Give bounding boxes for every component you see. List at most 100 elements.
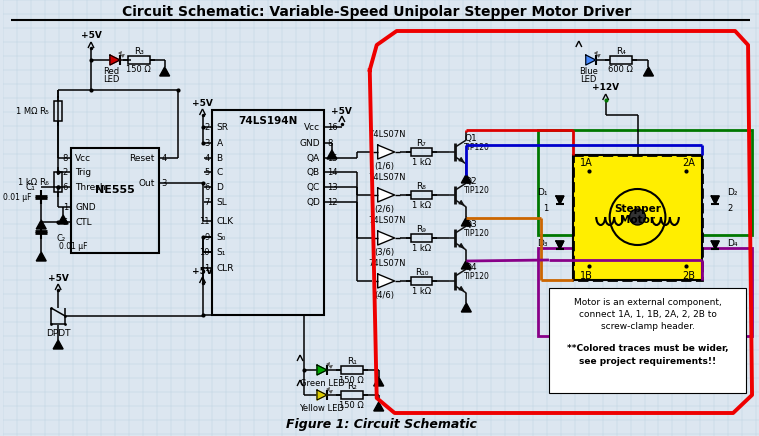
Polygon shape	[711, 196, 720, 204]
Polygon shape	[373, 402, 384, 411]
Text: (4/6): (4/6)	[375, 290, 395, 300]
Text: Out: Out	[138, 178, 155, 187]
Bar	[71, 148, 159, 253]
Bar	[411, 191, 433, 199]
Text: D₃: D₃	[537, 238, 548, 248]
Text: R₇: R₇	[417, 139, 427, 147]
Text: 1 kΩ: 1 kΩ	[412, 243, 431, 252]
Text: 5: 5	[204, 167, 209, 177]
Text: R₄: R₄	[616, 47, 625, 55]
Text: Trig: Trig	[75, 167, 91, 177]
Polygon shape	[461, 217, 471, 226]
Polygon shape	[373, 377, 384, 386]
Polygon shape	[586, 55, 596, 65]
Text: R₅: R₅	[39, 106, 49, 116]
Text: Green LED: Green LED	[300, 378, 345, 388]
Text: +5V: +5V	[192, 99, 213, 108]
Text: 6: 6	[204, 183, 209, 191]
Text: (2/6): (2/6)	[375, 204, 395, 214]
Text: +5V: +5V	[48, 273, 68, 283]
Text: 10: 10	[199, 248, 209, 256]
Polygon shape	[378, 188, 395, 202]
Bar	[609, 56, 631, 64]
Text: screw-clamp header.: screw-clamp header.	[600, 321, 694, 330]
Text: 150 Ω: 150 Ω	[339, 401, 364, 409]
Polygon shape	[461, 260, 471, 269]
Text: S₀: S₀	[216, 232, 226, 242]
Text: R₆: R₆	[39, 177, 49, 187]
Text: Blue: Blue	[579, 68, 598, 76]
Text: Motor: Motor	[620, 215, 655, 225]
Text: 1: 1	[63, 202, 68, 211]
Text: Q2: Q2	[465, 177, 477, 185]
Text: (1/6): (1/6)	[375, 161, 395, 170]
Text: CTL: CTL	[75, 218, 92, 226]
Bar	[213, 110, 324, 315]
Text: 2B: 2B	[682, 271, 695, 281]
Text: D: D	[216, 183, 223, 191]
Text: 0.01 μF: 0.01 μF	[59, 242, 87, 251]
Text: R₂: R₂	[347, 382, 357, 391]
Bar	[341, 366, 363, 374]
Text: 1: 1	[204, 263, 209, 272]
Text: TIP120: TIP120	[465, 228, 490, 238]
Text: 4: 4	[204, 153, 209, 163]
Polygon shape	[556, 241, 564, 249]
Text: R₉: R₉	[417, 225, 427, 234]
Text: Q3: Q3	[465, 219, 477, 228]
Text: D₁: D₁	[537, 187, 548, 197]
Text: 74LS07N: 74LS07N	[368, 129, 405, 139]
Text: (3/6): (3/6)	[375, 248, 395, 256]
Text: CLK: CLK	[216, 217, 234, 225]
Text: 600 Ω: 600 Ω	[608, 65, 633, 75]
Bar	[54, 101, 62, 121]
Text: B: B	[216, 153, 222, 163]
Text: 5: 5	[63, 218, 68, 226]
Text: 13: 13	[327, 183, 338, 191]
Bar	[411, 234, 433, 242]
Text: LED: LED	[102, 75, 119, 85]
Circle shape	[609, 189, 666, 245]
Text: NE555: NE555	[95, 185, 135, 195]
Text: 16: 16	[327, 123, 338, 132]
Text: 1 kΩ: 1 kΩ	[18, 177, 37, 187]
Text: QA: QA	[307, 153, 320, 163]
Text: 1 kΩ: 1 kΩ	[412, 157, 431, 167]
Text: 2: 2	[727, 204, 732, 212]
Text: Motor is an external component,: Motor is an external component,	[574, 297, 721, 307]
Bar	[538, 130, 752, 235]
Polygon shape	[378, 145, 395, 159]
Text: R₃: R₃	[134, 47, 143, 55]
Text: 1: 1	[543, 204, 548, 212]
Text: 74LS07N: 74LS07N	[368, 259, 405, 268]
Text: Q4: Q4	[465, 262, 477, 272]
Text: D₄: D₄	[727, 238, 738, 248]
Polygon shape	[317, 365, 327, 375]
Text: SR: SR	[216, 123, 228, 132]
Text: 9: 9	[204, 232, 209, 242]
Text: 6: 6	[63, 183, 68, 191]
Text: 1 MΩ: 1 MΩ	[16, 106, 37, 116]
Text: 150 Ω: 150 Ω	[127, 65, 151, 75]
Text: R₈: R₈	[417, 181, 427, 191]
Text: 74LS07N: 74LS07N	[368, 173, 405, 181]
Text: TIP120: TIP120	[465, 185, 490, 194]
Bar	[573, 155, 702, 280]
Text: R₁₀: R₁₀	[414, 268, 428, 276]
Text: 74LS194N: 74LS194N	[238, 116, 298, 126]
Text: S₁: S₁	[216, 248, 226, 256]
Text: 14: 14	[327, 167, 338, 177]
Text: 0.01 μF: 0.01 μF	[3, 193, 32, 201]
Text: 4: 4	[162, 153, 167, 163]
Polygon shape	[36, 252, 46, 261]
Polygon shape	[461, 303, 471, 312]
Polygon shape	[461, 174, 471, 183]
Text: 1 kΩ: 1 kΩ	[412, 201, 431, 210]
Text: **Colored traces must be wider,: **Colored traces must be wider,	[567, 344, 728, 352]
Text: C₂: C₂	[57, 234, 66, 242]
Text: +5V: +5V	[80, 31, 102, 41]
Bar	[54, 172, 62, 192]
Text: 8: 8	[63, 153, 68, 163]
Text: +12V: +12V	[592, 82, 619, 92]
Text: 3: 3	[204, 139, 209, 147]
